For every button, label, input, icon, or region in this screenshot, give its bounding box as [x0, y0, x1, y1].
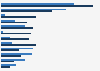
Bar [0, 14, 5, 16]
Bar [0, 36, 10, 38]
Bar [0, 33, 31, 35]
Bar [0, 66, 10, 68]
Bar [0, 53, 32, 55]
Bar [0, 16, 36, 18]
Bar [0, 10, 52, 12]
Bar [0, 49, 19, 51]
Bar [0, 55, 21, 57]
Bar [0, 48, 33, 49]
Bar [0, 3, 74, 5]
Bar [0, 61, 14, 62]
Bar [0, 27, 34, 29]
Bar [0, 59, 25, 61]
Bar [0, 64, 16, 66]
Bar [0, 31, 3, 33]
Bar [0, 44, 36, 46]
Bar [0, 25, 25, 27]
Bar [0, 22, 27, 23]
Bar [0, 9, 66, 10]
Bar [0, 20, 15, 22]
Bar [0, 5, 93, 7]
Bar [0, 42, 12, 44]
Bar [0, 38, 29, 40]
